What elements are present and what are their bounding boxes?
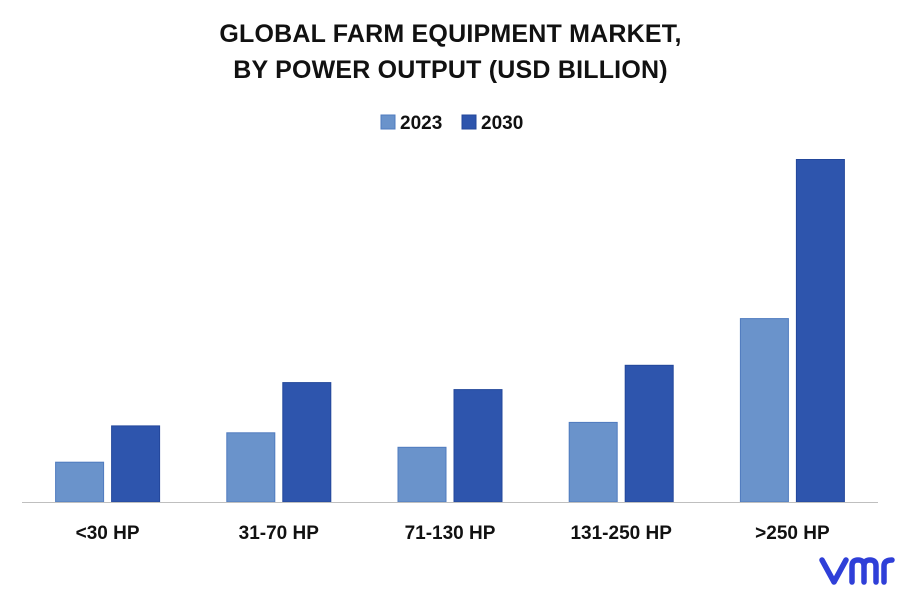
legend-swatch-2030 — [461, 114, 477, 130]
x-tick-label-2: 31-70 HP — [239, 523, 320, 544]
x-tick-label-5: >250 HP — [755, 523, 830, 544]
bar-2023-4 — [568, 421, 618, 503]
bar-2023-5 — [739, 318, 789, 503]
x-tick-labels: <30 HP 31-70 HP 71-130 HP 131-250 HP >250 HP — [76, 523, 830, 544]
bar-2023-1 — [55, 461, 105, 503]
vmr-logo-mark — [819, 557, 895, 585]
bar-2023-2 — [226, 432, 276, 503]
bar-2030-4 — [624, 364, 674, 503]
vmr-logo — [819, 557, 895, 585]
bar-2030-3 — [453, 389, 503, 503]
x-tick-label-3: 71-130 HP — [405, 523, 496, 544]
legend-swatch-2023 — [380, 114, 396, 130]
x-tick-label-4: 131-250 HP — [570, 523, 672, 544]
x-tick-label-1: <30 HP — [76, 523, 140, 544]
bar-2030-2 — [282, 382, 332, 503]
legend-label-2030: 2030 — [481, 113, 523, 134]
legend-label-2023: 2023 — [400, 113, 442, 134]
bar-2023-3 — [397, 446, 447, 503]
chart-title-line-2: BY POWER OUTPUT (USD BILLION) — [233, 56, 668, 84]
bar-2030-5 — [795, 159, 845, 503]
bar-2030-1 — [111, 425, 161, 503]
chart-title-line-1: GLOBAL FARM EQUIPMENT MARKET, — [219, 20, 682, 48]
bars-group — [55, 159, 845, 503]
legend: 2023 2030 — [380, 113, 523, 134]
